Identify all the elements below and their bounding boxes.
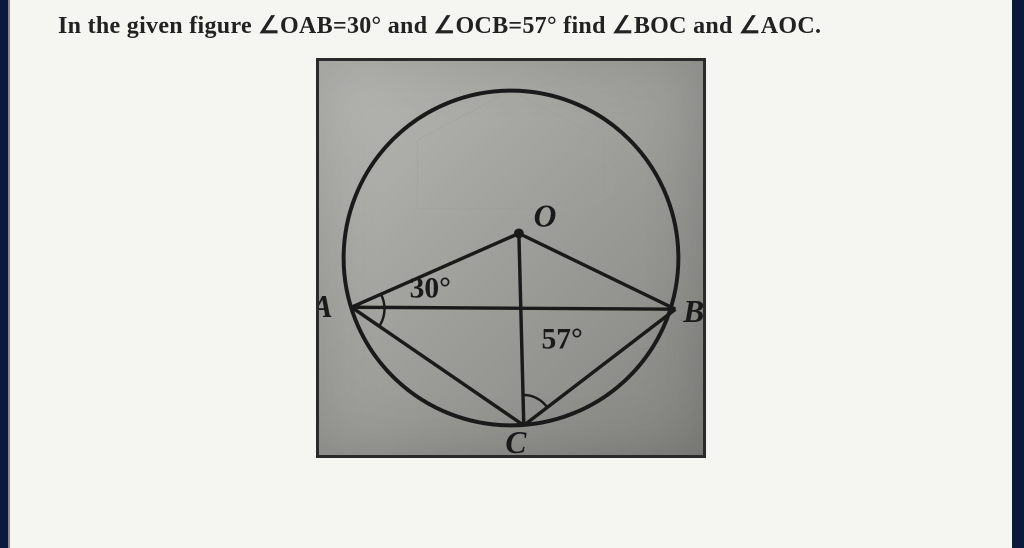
q-angle1-label: ∠OAB <box>258 13 333 39</box>
q-find1: ∠BOC <box>612 13 687 39</box>
circle-main <box>344 91 679 426</box>
page-container: In the given figure ∠OAB=30° and ∠OCB=57… <box>8 0 1012 548</box>
label-a: A <box>319 289 333 324</box>
q-angle2-value: 57° <box>522 13 557 39</box>
label-o: O <box>534 198 557 233</box>
angle-arc-a <box>380 294 384 325</box>
figure-container: O A B C 30° 57° <box>30 58 992 458</box>
q-conj2: find <box>557 13 612 39</box>
figure-box: O A B C 30° 57° <box>316 58 706 458</box>
geometry-diagram: O A B C 30° 57° <box>319 61 703 455</box>
radius-oc <box>519 233 524 425</box>
question-text: In the given figure ∠OAB=30° and ∠OCB=57… <box>30 8 992 44</box>
angle-30-label: 30° <box>410 272 451 304</box>
radius-ob <box>519 233 676 309</box>
q-eq1: = <box>333 13 347 39</box>
angle-arc-c <box>523 395 548 408</box>
q-conj3: and <box>687 13 739 39</box>
q-conj1: and <box>381 13 433 39</box>
angle-57-label: 57° <box>542 324 583 356</box>
label-b: B <box>682 294 703 329</box>
q-prefix: In the given figure <box>58 13 258 39</box>
q-end: . <box>815 13 821 39</box>
q-eq2: = <box>508 13 522 39</box>
ghost-shape <box>417 91 604 209</box>
label-c: C <box>505 425 527 455</box>
point-o-dot <box>514 228 524 238</box>
q-angle1-value: 30° <box>347 13 382 39</box>
q-angle2-label: ∠OCB <box>434 13 509 39</box>
q-find2: ∠AOC <box>739 13 815 39</box>
chord-ab <box>351 307 675 309</box>
ghost-ellipse <box>516 150 614 209</box>
